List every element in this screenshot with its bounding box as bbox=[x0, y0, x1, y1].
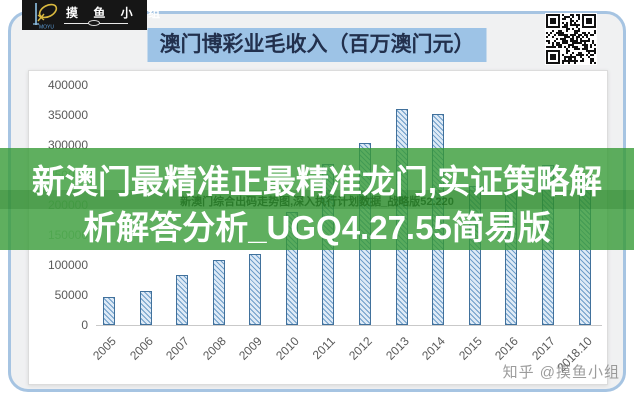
x-axis-tick-label: 2011 bbox=[310, 334, 339, 363]
watermark: 知乎 @摸鱼小组 bbox=[502, 364, 620, 381]
x-axis-tick-label: 2010 bbox=[273, 334, 302, 363]
logo-sub-text: MOYU bbox=[39, 25, 54, 31]
bar-2005 bbox=[103, 296, 115, 325]
y-axis-tick-label: 50000 bbox=[54, 288, 88, 302]
y-axis-tick-label: 400000 bbox=[47, 78, 88, 92]
promo-banner-small-text: 新澳门综合出码走势图,深入执行计划数据_战略版52.220 bbox=[180, 196, 454, 208]
promo-banner-line2: 析解答分析_UGQ4.27.55简易版 bbox=[83, 209, 551, 246]
logo: MOYU 摸 鱼 小 组 bbox=[22, 0, 160, 31]
x-axis-tick-label: 2009 bbox=[236, 334, 266, 363]
bar-2009 bbox=[249, 253, 262, 325]
logo-text: 摸 鱼 小 组 bbox=[66, 6, 167, 20]
x-axis-tick-label: 2006 bbox=[126, 334, 156, 363]
x-axis-tick-label: 2014 bbox=[419, 334, 449, 363]
x-axis-tick-label: 2007 bbox=[163, 334, 193, 363]
x-axis-tick-label: 2013 bbox=[382, 334, 412, 363]
chart-title: 澳门博彩业毛收入（百万澳门元） bbox=[147, 28, 487, 62]
logo-underline-fish-icon bbox=[88, 20, 100, 26]
x-axis-tick-label: 2015 bbox=[455, 334, 485, 363]
y-axis-tick-label: 0 bbox=[81, 318, 88, 332]
bar-2006 bbox=[139, 290, 152, 325]
x-axis-tick-label: 2005 bbox=[90, 334, 119, 363]
bar-2007 bbox=[176, 275, 189, 325]
qr-code-icon bbox=[545, 13, 597, 65]
x-axis-line bbox=[96, 325, 602, 326]
fish-icon: MOYU bbox=[33, 3, 58, 31]
promo-banner-strip bbox=[0, 190, 634, 209]
promo-banner-line1: 新澳门最精准正最精准龙门,实证策略解 bbox=[31, 163, 603, 200]
y-axis-tick-label: 350000 bbox=[47, 108, 88, 122]
promo-banner-overlay: 新澳门最精准正最精准龙门,实证策略解 新澳门综合出码走势图,深入执行计划数据_战… bbox=[0, 148, 634, 250]
x-axis-tick-label: 2012 bbox=[346, 334, 375, 363]
bar-2008 bbox=[212, 259, 225, 325]
y-axis-tick-label: 100000 bbox=[47, 258, 88, 272]
x-axis-tick-label: 2008 bbox=[199, 334, 229, 363]
